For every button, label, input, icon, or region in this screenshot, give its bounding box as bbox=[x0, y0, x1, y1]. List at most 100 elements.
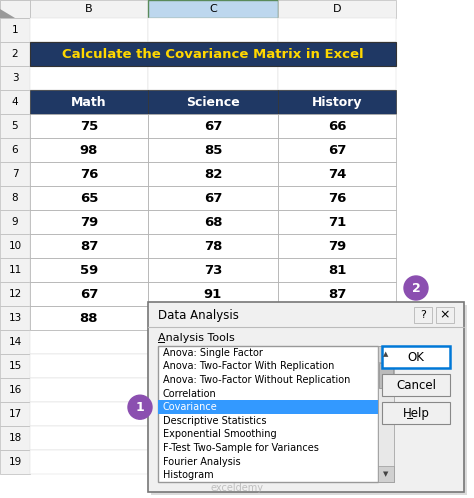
Text: 76: 76 bbox=[80, 167, 98, 180]
Bar bbox=[278, 282, 396, 306]
Bar bbox=[30, 306, 148, 330]
Text: 79: 79 bbox=[328, 240, 346, 252]
Bar bbox=[0, 0, 30, 18]
Text: 13: 13 bbox=[9, 313, 22, 323]
Bar bbox=[0, 90, 30, 114]
Bar bbox=[158, 346, 378, 482]
Bar bbox=[0, 18, 30, 42]
Bar bbox=[148, 138, 278, 162]
Text: 68: 68 bbox=[204, 216, 222, 229]
Bar bbox=[30, 378, 148, 402]
Bar bbox=[148, 162, 278, 186]
Bar bbox=[278, 282, 396, 306]
Bar bbox=[148, 90, 278, 114]
Polygon shape bbox=[0, 9, 15, 18]
Text: Cancel: Cancel bbox=[396, 378, 436, 391]
Text: 74: 74 bbox=[328, 167, 346, 180]
Text: Science: Science bbox=[186, 96, 240, 109]
Bar bbox=[278, 210, 396, 234]
Text: 86: 86 bbox=[328, 312, 346, 325]
Bar bbox=[378, 346, 394, 362]
Bar bbox=[148, 210, 278, 234]
Bar bbox=[148, 354, 278, 378]
Bar bbox=[30, 282, 148, 306]
Bar bbox=[148, 302, 464, 492]
Bar bbox=[148, 162, 278, 186]
Bar bbox=[278, 138, 396, 162]
Text: 3: 3 bbox=[12, 73, 18, 83]
Bar bbox=[148, 234, 278, 258]
Bar bbox=[30, 18, 148, 42]
Text: 1: 1 bbox=[136, 401, 145, 414]
Bar bbox=[414, 307, 432, 323]
Text: 67: 67 bbox=[80, 287, 98, 300]
Bar bbox=[278, 426, 396, 450]
Bar bbox=[148, 234, 278, 258]
Bar bbox=[148, 90, 278, 114]
Bar bbox=[278, 258, 396, 282]
Bar bbox=[30, 138, 148, 162]
Bar bbox=[278, 42, 396, 66]
Text: ?: ? bbox=[420, 310, 426, 320]
Bar bbox=[0, 306, 30, 330]
Bar bbox=[278, 114, 396, 138]
Bar bbox=[148, 282, 278, 306]
Text: 73: 73 bbox=[204, 263, 222, 276]
Bar bbox=[278, 114, 396, 138]
Text: 18: 18 bbox=[9, 433, 22, 443]
Bar bbox=[148, 66, 278, 90]
Bar bbox=[148, 186, 278, 210]
Bar bbox=[30, 258, 148, 282]
Text: 6: 6 bbox=[12, 145, 18, 155]
Text: exceldemy: exceldemy bbox=[210, 483, 264, 493]
Text: 16: 16 bbox=[9, 385, 22, 395]
Text: D: D bbox=[333, 4, 341, 14]
Text: 1: 1 bbox=[12, 25, 18, 35]
Text: 15: 15 bbox=[9, 361, 22, 371]
Text: 87: 87 bbox=[328, 287, 346, 300]
Text: Anova: Single Factor: Anova: Single Factor bbox=[163, 348, 263, 358]
Bar bbox=[148, 0, 278, 18]
Text: 98: 98 bbox=[80, 143, 98, 156]
Text: 91: 91 bbox=[204, 287, 222, 300]
Circle shape bbox=[404, 276, 428, 300]
Text: Help: Help bbox=[402, 406, 429, 419]
Bar bbox=[278, 258, 396, 282]
Bar bbox=[30, 330, 148, 354]
Text: Anova: Two-Factor Without Replication: Anova: Two-Factor Without Replication bbox=[163, 375, 350, 385]
Text: B: B bbox=[85, 4, 93, 14]
Bar bbox=[0, 330, 30, 354]
Bar bbox=[149, 303, 463, 327]
Text: 4: 4 bbox=[12, 97, 18, 107]
Text: 94: 94 bbox=[204, 312, 222, 325]
Bar bbox=[436, 307, 454, 323]
Bar bbox=[30, 138, 148, 162]
Text: C: C bbox=[209, 4, 217, 14]
Text: 5: 5 bbox=[12, 121, 18, 131]
Bar bbox=[148, 138, 278, 162]
Bar bbox=[278, 402, 396, 426]
Text: 17: 17 bbox=[9, 409, 22, 419]
Text: 85: 85 bbox=[204, 143, 222, 156]
Bar bbox=[30, 450, 148, 474]
Text: Fourier Analysis: Fourier Analysis bbox=[163, 457, 241, 467]
Text: Analysis Tools: Analysis Tools bbox=[158, 333, 235, 343]
Circle shape bbox=[128, 395, 152, 419]
Text: 10: 10 bbox=[9, 241, 21, 251]
Text: 79: 79 bbox=[80, 216, 98, 229]
Text: 19: 19 bbox=[9, 457, 22, 467]
Bar bbox=[379, 363, 393, 388]
Text: ▼: ▼ bbox=[383, 471, 389, 477]
Text: 9: 9 bbox=[12, 217, 18, 227]
Text: Descriptive Statistics: Descriptive Statistics bbox=[163, 416, 266, 426]
Text: 11: 11 bbox=[9, 265, 22, 275]
Bar bbox=[0, 186, 30, 210]
Bar bbox=[278, 186, 396, 210]
Bar bbox=[0, 426, 30, 450]
Bar bbox=[278, 234, 396, 258]
Bar bbox=[30, 186, 148, 210]
Bar bbox=[30, 282, 148, 306]
Text: 71: 71 bbox=[328, 216, 346, 229]
Bar bbox=[278, 90, 396, 114]
Bar bbox=[278, 138, 396, 162]
